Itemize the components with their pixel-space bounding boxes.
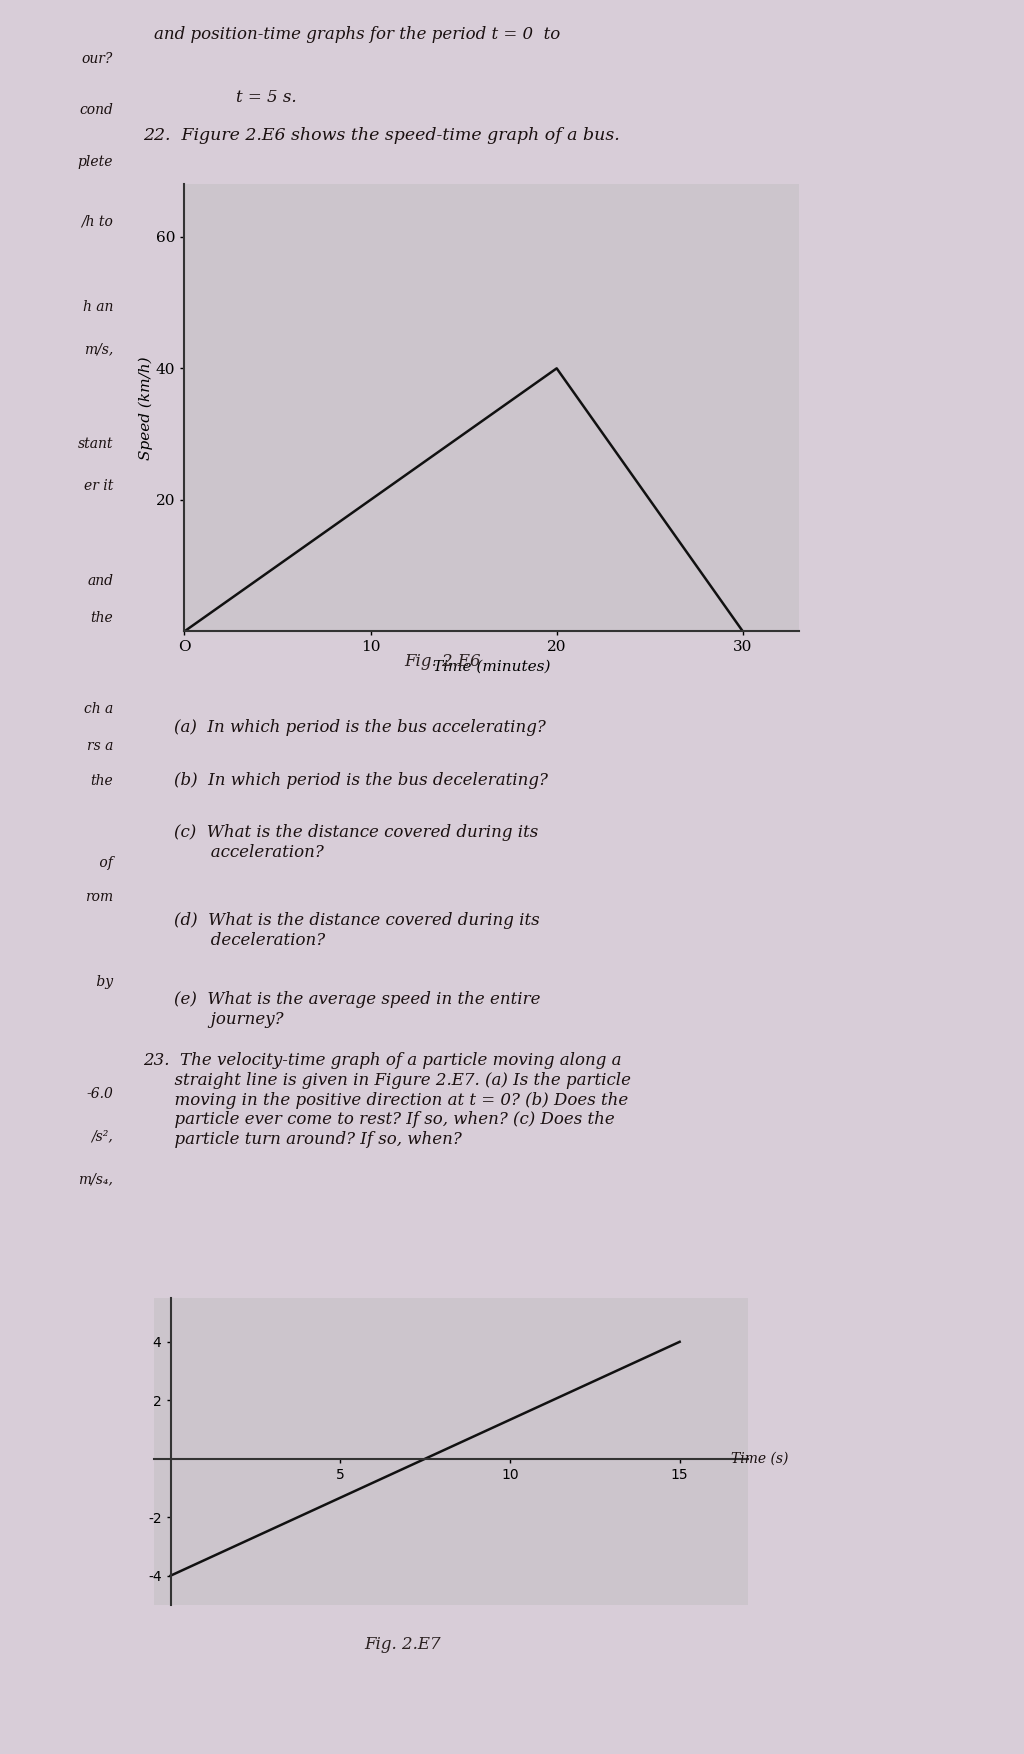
Text: /h to: /h to <box>81 214 113 228</box>
Text: 23.  The velocity-time graph of a particle moving along a
      straight line is: 23. The velocity-time graph of a particl… <box>143 1052 632 1147</box>
Text: rom: rom <box>85 889 113 903</box>
Text: /s²,: /s², <box>91 1130 113 1144</box>
Text: cond: cond <box>79 103 113 118</box>
Text: -6.0: -6.0 <box>86 1086 113 1100</box>
Text: Fig. 2.E7: Fig. 2.E7 <box>365 1636 441 1652</box>
Y-axis label: Speed (km/h): Speed (km/h) <box>138 356 153 460</box>
Text: the: the <box>90 610 113 624</box>
Text: ch a: ch a <box>84 702 113 716</box>
Text: rs a: rs a <box>87 740 113 754</box>
Text: er it: er it <box>84 479 113 493</box>
Text: the: the <box>90 774 113 788</box>
X-axis label: Time (minutes): Time (minutes) <box>433 660 550 674</box>
Text: stant: stant <box>78 437 113 451</box>
Text: m/s₄,: m/s₄, <box>78 1172 113 1186</box>
Text: Fig. 2.E6: Fig. 2.E6 <box>404 652 480 670</box>
Text: m/s,: m/s, <box>84 342 113 356</box>
Text: (b)  In which period is the bus decelerating?: (b) In which period is the bus decelerat… <box>174 772 548 789</box>
Text: (d)  What is the distance covered during its
       deceleration?: (d) What is the distance covered during … <box>174 912 540 949</box>
Text: by: by <box>92 975 113 989</box>
Text: plete: plete <box>78 154 113 168</box>
Text: h an: h an <box>83 300 113 314</box>
Text: (a)  In which period is the bus accelerating?: (a) In which period is the bus accelerat… <box>174 719 546 737</box>
Text: (e)  What is the average speed in the entire
       journey?: (e) What is the average speed in the ent… <box>174 991 541 1028</box>
Text: (c)  What is the distance covered during its
       acceleration?: (c) What is the distance covered during … <box>174 824 539 861</box>
Text: 22.  Figure 2.E6 shows the speed-time graph of a bus.: 22. Figure 2.E6 shows the speed-time gra… <box>143 128 621 144</box>
Text: t = 5 s.: t = 5 s. <box>236 89 296 107</box>
Text: Time (s): Time (s) <box>730 1452 787 1466</box>
Text: and: and <box>87 574 113 588</box>
Text: and position-time graphs for the period t = 0  to: and position-time graphs for the period … <box>154 26 560 44</box>
Text: our?: our? <box>82 53 113 67</box>
Text: of: of <box>95 856 113 870</box>
